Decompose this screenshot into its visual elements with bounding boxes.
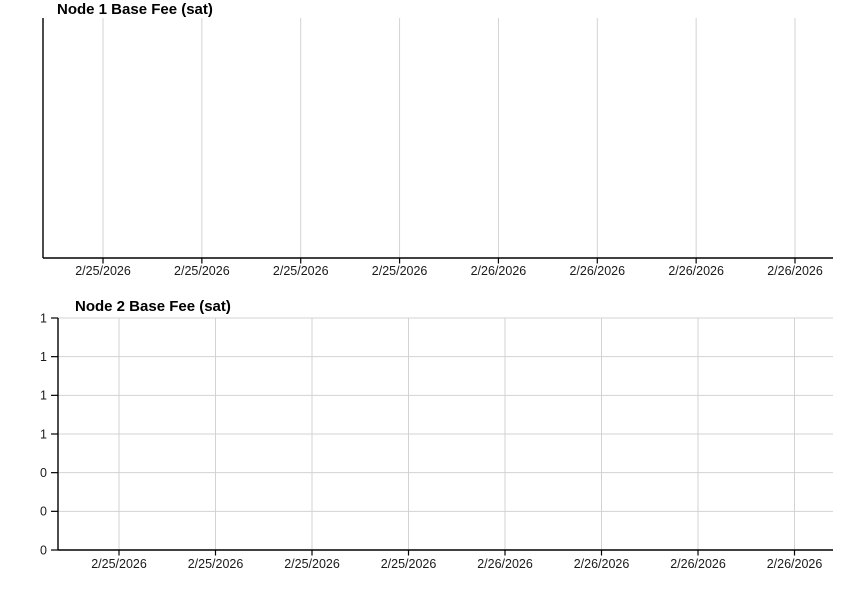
x-tick-label: 2/26/2026 [670,557,726,571]
x-tick-label: 2/26/2026 [767,264,823,278]
x-tick-label: 2/25/2026 [174,264,230,278]
x-tick-label: 2/25/2026 [273,264,329,278]
y-tick-label: 1 [40,350,47,364]
x-tick-label: 2/25/2026 [381,557,437,571]
x-tick-label: 2/25/2026 [91,557,147,571]
x-tick-label: 2/25/2026 [372,264,428,278]
x-tick-label: 2/25/2026 [188,557,244,571]
x-tick-label: 2/25/2026 [75,264,131,278]
x-tick-label: 2/26/2026 [569,264,625,278]
y-tick-label: 0 [40,505,47,519]
y-tick-label: 0 [40,466,47,480]
x-tick-label: 2/26/2026 [574,557,630,571]
y-tick-label: 1 [40,311,47,325]
x-tick-label: 2/26/2026 [477,557,533,571]
y-tick-label: 0 [40,543,47,557]
x-tick-label: 2/26/2026 [668,264,724,278]
y-tick-label: 1 [40,427,47,441]
chart2-title: Node 2 Base Fee (sat) [75,298,231,315]
x-tick-label: 2/25/2026 [284,557,340,571]
x-tick-label: 2/26/2026 [471,264,527,278]
chart1-title: Node 1 Base Fee (sat) [57,1,213,18]
x-tick-label: 2/26/2026 [767,557,823,571]
y-tick-label: 1 [40,389,47,403]
